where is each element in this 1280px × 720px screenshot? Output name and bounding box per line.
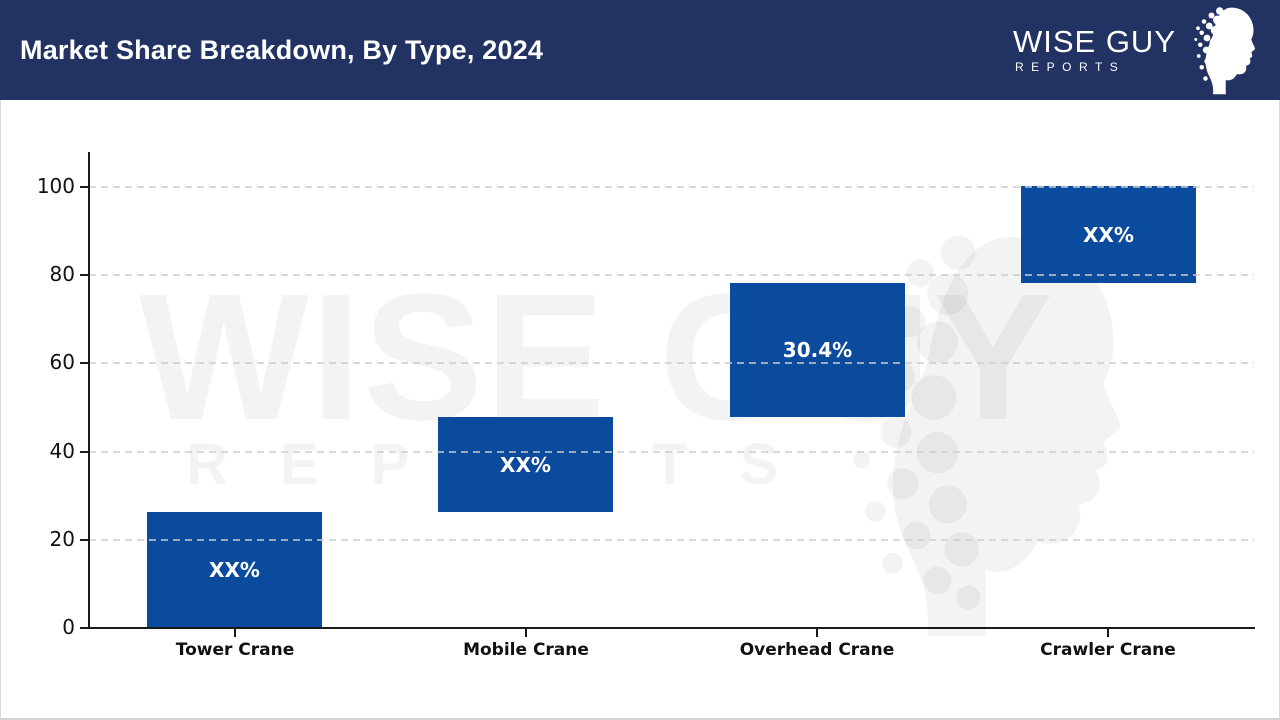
y-tick-label: 40 <box>49 439 75 463</box>
bar-value-label: 30.4% <box>782 338 853 362</box>
y-tick <box>80 274 88 276</box>
y-tick <box>80 186 88 188</box>
y-tick <box>80 539 88 541</box>
y-tick-label: 80 <box>49 262 75 286</box>
y-axis <box>88 152 90 629</box>
y-tick-label: 60 <box>49 350 75 374</box>
bar-value-label: XX% <box>209 557 260 582</box>
gridline-20 <box>89 539 1254 541</box>
bar-mobile-crane: XX% <box>438 417 613 512</box>
bar-crawler-crane: XX% <box>1021 186 1196 283</box>
y-tick-label: 100 <box>36 174 75 198</box>
x-tick <box>525 629 527 637</box>
logo-wordmark: WISE GUY <box>1012 24 1176 59</box>
x-tick <box>1107 629 1109 637</box>
bar-value-label: XX% <box>1083 222 1134 247</box>
header-bar: Market Share Breakdown, By Type, 2024 WI… <box>0 0 1280 100</box>
y-tick-label: 20 <box>49 527 75 551</box>
chart-area: WISE GUY REPORTS XX%Tower CraneXX%Mobile… <box>0 100 1280 720</box>
y-tick <box>80 627 88 629</box>
bar-overhead-crane: 30.4% <box>730 283 905 417</box>
y-tick-label: 0 <box>62 615 75 639</box>
gridline-40 <box>89 451 1254 453</box>
x-category-label: Crawler Crane <box>1040 640 1176 660</box>
x-tick <box>234 629 236 637</box>
logo-text: WISE GUY REPORTS <box>1013 26 1176 74</box>
x-tick <box>816 629 818 637</box>
gridline-80 <box>89 274 1254 276</box>
y-tick <box>80 451 88 453</box>
x-axis <box>88 627 1255 629</box>
x-category-label: Mobile Crane <box>463 640 589 660</box>
bar-value-label: XX% <box>500 452 551 477</box>
x-category-label: Tower Crane <box>175 640 295 660</box>
bar-tower-crane: XX% <box>147 512 322 627</box>
gridline-100 <box>89 186 1254 188</box>
face-profile-icon <box>1182 5 1262 95</box>
wise-guy-logo: WISE GUY REPORTS <box>1013 5 1262 95</box>
gridline-60 <box>89 362 1254 364</box>
y-tick <box>80 362 88 364</box>
page-title: Market Share Breakdown, By Type, 2024 <box>20 34 544 65</box>
logo-subtitle: REPORTS <box>1014 60 1126 74</box>
x-category-label: Overhead Crane <box>739 640 895 660</box>
